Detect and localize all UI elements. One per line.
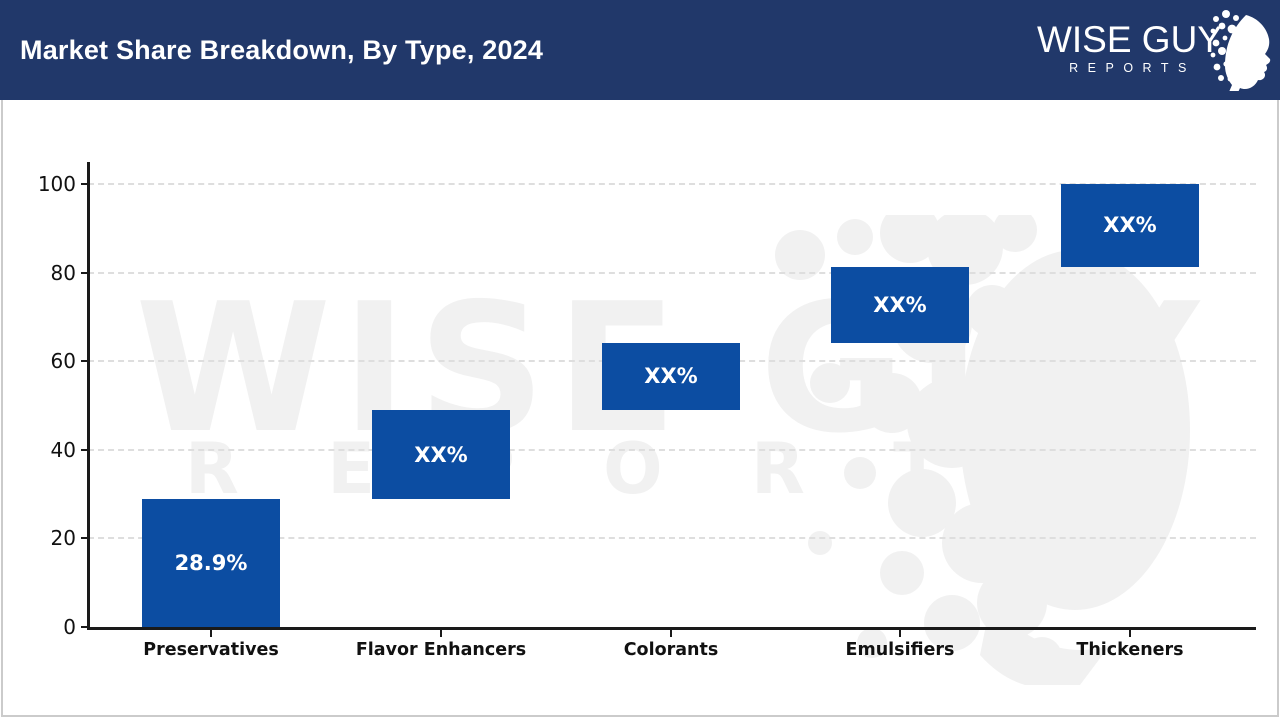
bar-value-label: XX% [1103,213,1157,238]
x-axis-line [87,627,1256,630]
frame-bottom-line [2,715,1278,717]
logo-text: WISE GUY REPORTS [1037,21,1222,75]
x-category-label: Flavor Enhancers [355,640,527,660]
frame-right-line [1277,100,1279,717]
x-category-label: Preservatives [143,640,279,660]
header-bar: Market Share Breakdown, By Type, 2024 WI… [0,0,1280,100]
x-tick-3 [899,629,901,637]
bar-thickeners: XX% [1061,184,1199,267]
bar-colorants: XX% [602,342,740,411]
x-category-label: Emulsifiers [845,640,955,660]
y-tick-0 [81,626,88,628]
x-tick-2 [670,629,672,637]
gridline-40 [88,448,1256,451]
logo-wordmark: WISE GUY [1036,19,1222,60]
x-tick-4 [1129,629,1131,637]
y-tick-80 [81,271,88,274]
y-tick-label-20: 20 [50,526,76,551]
bar-flavor-enhancers: XX% [372,410,510,499]
y-axis-line [87,162,90,628]
frame-left-line [1,100,3,717]
chart-title: Market Share Breakdown, By Type, 2024 [20,34,544,65]
y-tick-label-0: 0 [63,615,76,639]
logo-subtitle: REPORTS [1069,61,1196,75]
x-category-label: Thickeners [1076,640,1184,660]
bar-preservatives: 28.9% [142,498,280,627]
y-tick-label-60: 60 [50,349,76,374]
x-category-label: Colorants [623,640,719,660]
bar-value-label: XX% [873,292,927,317]
waterfall-chart: 0 20 40 60 80 100 28.9% Preservatives XX% Flavor … [0,100,1280,720]
bar-emulsifiers: XX% [831,266,969,343]
gridline-80 [88,271,1256,274]
y-tick-label-40: 40 [50,437,76,462]
y-tick-100 [81,183,88,185]
bar-value-label: XX% [414,442,468,467]
y-tick-40 [81,448,88,451]
bar-value-label: XX% [644,364,698,389]
x-tick-0 [210,629,212,637]
y-tick-60 [81,360,88,363]
wise-guy-logo: WISE GUY REPORTS [1037,6,1272,94]
y-tick-label-100: 100 [37,172,76,196]
y-tick-label-80: 80 [50,260,76,285]
gridline-100 [88,183,1256,185]
wise-guy-head-icon [1210,10,1271,91]
x-tick-1 [440,629,442,637]
gridline-20 [88,537,1256,540]
watermark-head-icon [775,215,1190,685]
bar-value-label: 28.9% [174,550,248,575]
y-tick-20 [81,537,88,540]
